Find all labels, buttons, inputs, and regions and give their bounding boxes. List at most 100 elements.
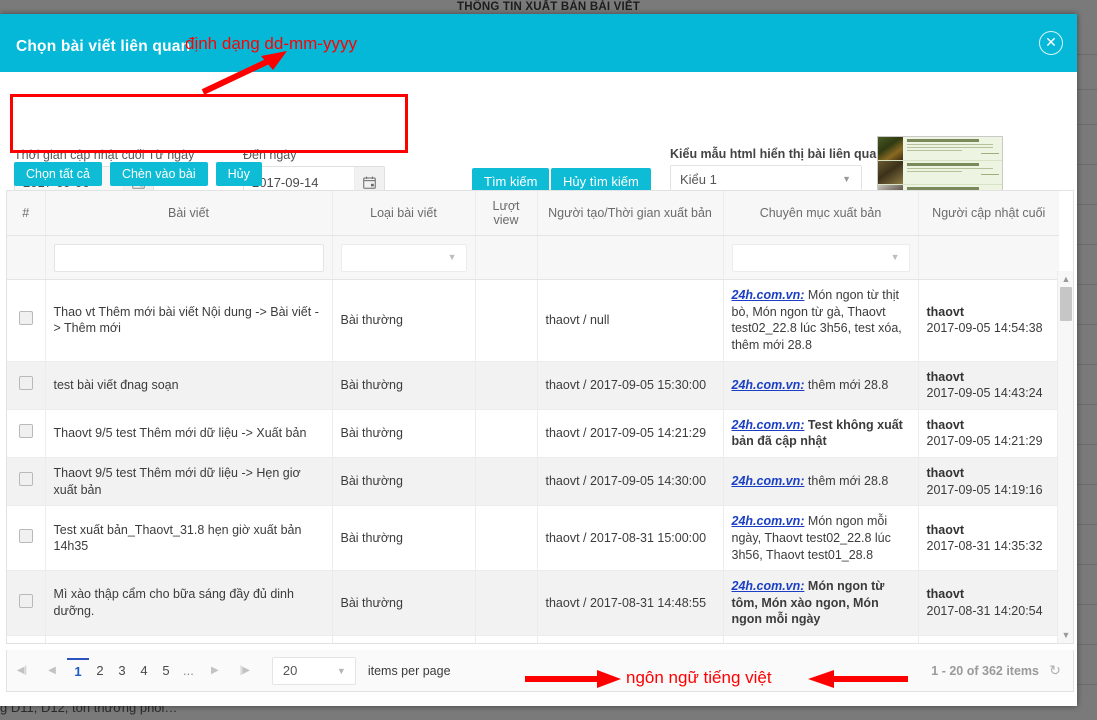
- last-updater-user: thaovt: [926, 522, 965, 537]
- last-updater-time: 2017-08-31 14:35:32: [926, 539, 1043, 554]
- row-checkbox[interactable]: [18, 424, 33, 439]
- cell-article-type: Bài thường: [332, 279, 476, 362]
- category-site-link[interactable]: 24h.com.vn:: [731, 474, 805, 489]
- next-page-icon[interactable]: ▶: [210, 665, 219, 676]
- filter-bar: Thời gian cập nhật cuối Từ ngày Đến ngày: [0, 72, 1077, 208]
- cell-article-type: Bài thường: [332, 457, 476, 507]
- category-site-link[interactable]: 24h.com.vn:: [731, 579, 805, 594]
- page-number-3[interactable]: 3: [118, 662, 126, 678]
- table-row[interactable]: test bài viết đnag soạn Bài thường thaovt …: [7, 361, 1059, 410]
- category-names: Món ngon từ tôm, Món xào ngon, Món ngon …: [731, 579, 885, 627]
- row-checkbox[interactable]: [18, 375, 33, 390]
- row-checkbox[interactable]: [18, 310, 33, 325]
- cell-article-type: Bài thường: [332, 409, 476, 459]
- search-button[interactable]: Tìm kiếm: [472, 168, 550, 194]
- category-site-link[interactable]: 24h.com.vn:: [731, 288, 805, 302]
- column-header-index[interactable]: #: [7, 191, 46, 236]
- cell-article-title: test bài viết đnag soạn: [45, 361, 333, 410]
- cell-article-type: Bài thường: [332, 635, 476, 643]
- cell-last-updater: hieuld2017-08-31 10:34:20: [918, 635, 1059, 644]
- first-page-icon[interactable]: ◀|: [16, 665, 28, 676]
- column-header-type[interactable]: Loại bài viết: [332, 191, 476, 236]
- article-filter-input[interactable]: [53, 243, 324, 272]
- table-row[interactable]: Mì xào thập cẩm cho bữa sáng đầy đủ dinh…: [7, 570, 1059, 636]
- chevron-down-icon: ▼: [842, 174, 851, 184]
- page-ellipsis[interactable]: ...: [183, 663, 194, 678]
- cell-views: [475, 409, 538, 459]
- date-to-label: Đến ngày: [243, 148, 297, 162]
- last-updater-user: hieuld: [927, 643, 1052, 644]
- date-from-label: Thời gian cập nhật cuối Từ ngày: [14, 148, 195, 162]
- type-filter-select[interactable]: ▼: [340, 243, 467, 272]
- cell-last-updater: thaovt 2017-08-31 14:35:32: [918, 505, 1059, 572]
- category-site-link[interactable]: 24h.com.vn:: [731, 514, 805, 529]
- category-site-link[interactable]: 24h.com.vn:: [731, 417, 805, 432]
- pagination-bar: ◀| ◀ 1 2 3 4 5 ... ▶ |▶ 20 ▼ items per p…: [6, 650, 1074, 692]
- column-header-views[interactable]: Lượt view: [475, 191, 538, 236]
- category-filter-select[interactable]: ▼: [731, 243, 910, 272]
- last-updater-user: thaovt: [926, 304, 965, 319]
- filter-cell-type: ▼: [332, 235, 476, 280]
- page-size-select[interactable]: 20 ▼: [271, 656, 356, 685]
- last-updater-user: thaovt: [926, 417, 965, 432]
- cell-creator-publish-time: thaovt / 2017-09-05 15:30:00: [537, 361, 724, 410]
- insert-into-article-button[interactable]: Chèn vào bài: [109, 162, 208, 186]
- select-all-button[interactable]: Chọn tất cả: [14, 162, 102, 186]
- column-header-last-updater[interactable]: Người cập nhật cuối: [918, 191, 1059, 236]
- chevron-down-icon: ▼: [447, 251, 457, 262]
- scroll-up-icon[interactable]: ▲: [1061, 274, 1071, 284]
- action-button-group: Chọn tất cả Chèn vào bài Hủy: [14, 162, 262, 186]
- background-row-divider: [1077, 124, 1097, 125]
- items-per-page-label: items per page: [367, 663, 451, 678]
- table-row[interactable]: Test xuất bản_Thaovt_31.8 hẹn giờ xuất b…: [7, 505, 1059, 572]
- cell-creator-publish-time: quyetnv / 2017-06-14 17:00:33: [537, 635, 724, 643]
- cell-last-updater: thaovt 2017-09-05 14:54:38: [918, 279, 1059, 362]
- row-checkbox[interactable]: [18, 528, 33, 543]
- background-row-divider: [1077, 444, 1097, 445]
- row-checkbox[interactable]: [18, 472, 33, 487]
- prev-page-icon[interactable]: ◀: [48, 665, 56, 676]
- page-size-value: 20: [282, 663, 298, 678]
- last-updater-user: thaovt: [926, 466, 965, 480]
- grid-vertical-scrollbar[interactable]: ▲ ▼: [1057, 271, 1073, 643]
- cell-views: [475, 361, 538, 410]
- cell-category: 24h.com.vn: thêm mới 28.8: [723, 361, 919, 410]
- last-page-icon[interactable]: |▶: [239, 665, 250, 676]
- html-template-select[interactable]: Kiểu 1 ▼: [670, 165, 862, 193]
- background-row-divider: [1077, 324, 1097, 325]
- column-header-creator[interactable]: Người tạo/Thời gian xuất bản: [537, 191, 724, 236]
- cell-article-title: Thao vt Thêm mới bài viết Nội dung -> Bà…: [45, 279, 333, 362]
- refresh-icon[interactable]: ↻: [1049, 662, 1061, 678]
- page-number-1[interactable]: 1: [67, 657, 89, 684]
- clear-search-button[interactable]: Hủy tìm kiếm: [551, 168, 651, 194]
- page-number-2[interactable]: 2: [96, 662, 104, 678]
- table-row[interactable]: 3 Món làm từ khoai lang ngon nhất khiến …: [7, 635, 1059, 644]
- background-row-divider: [1077, 524, 1097, 525]
- background-row-divider: [1077, 404, 1097, 405]
- background-row-divider: [1077, 244, 1097, 245]
- background-row-divider: [1077, 364, 1097, 365]
- last-updater-user: thaovt: [926, 369, 965, 384]
- cell-last-updater: thaovt 2017-09-05 14:19:16: [918, 457, 1059, 507]
- page-number-4[interactable]: 4: [140, 662, 148, 678]
- close-icon[interactable]: ✕: [1039, 31, 1063, 55]
- cell-creator-publish-time: thaovt / 2017-08-31 15:00:00: [537, 505, 724, 572]
- filter-cell-creator: [537, 235, 724, 280]
- thumbnail-text: [903, 161, 1002, 184]
- table-row[interactable]: Thaovt 9/5 test Thêm mới dữ liệu -> Hẹn …: [7, 457, 1059, 507]
- table-row[interactable]: Thao vt Thêm mới bài viết Nội dung -> Bà…: [7, 279, 1059, 362]
- scroll-down-icon[interactable]: ▼: [1061, 630, 1071, 640]
- table-row[interactable]: Thaovt 9/5 test Thêm mới dữ liệu -> Xuất…: [7, 409, 1059, 459]
- category-site-link[interactable]: 24h.com.vn:: [731, 377, 805, 392]
- row-checkbox[interactable]: [18, 593, 33, 608]
- scrollbar-thumb[interactable]: [1060, 287, 1072, 321]
- column-header-article[interactable]: Bài viết: [45, 191, 333, 236]
- cancel-button[interactable]: Hủy: [215, 162, 262, 186]
- column-header-category[interactable]: Chuyên mục xuất bản: [723, 191, 919, 236]
- background-row-divider: [1077, 89, 1097, 90]
- background-row-divider: [1077, 284, 1097, 285]
- cell-article-title: 3 Món làm từ khoai lang ngon nhất khiến …: [45, 635, 333, 643]
- table-filter-row: ▼ ▼: [7, 235, 1059, 280]
- category-names: thêm mới 28.8: [804, 377, 889, 392]
- page-number-5[interactable]: 5: [162, 662, 170, 678]
